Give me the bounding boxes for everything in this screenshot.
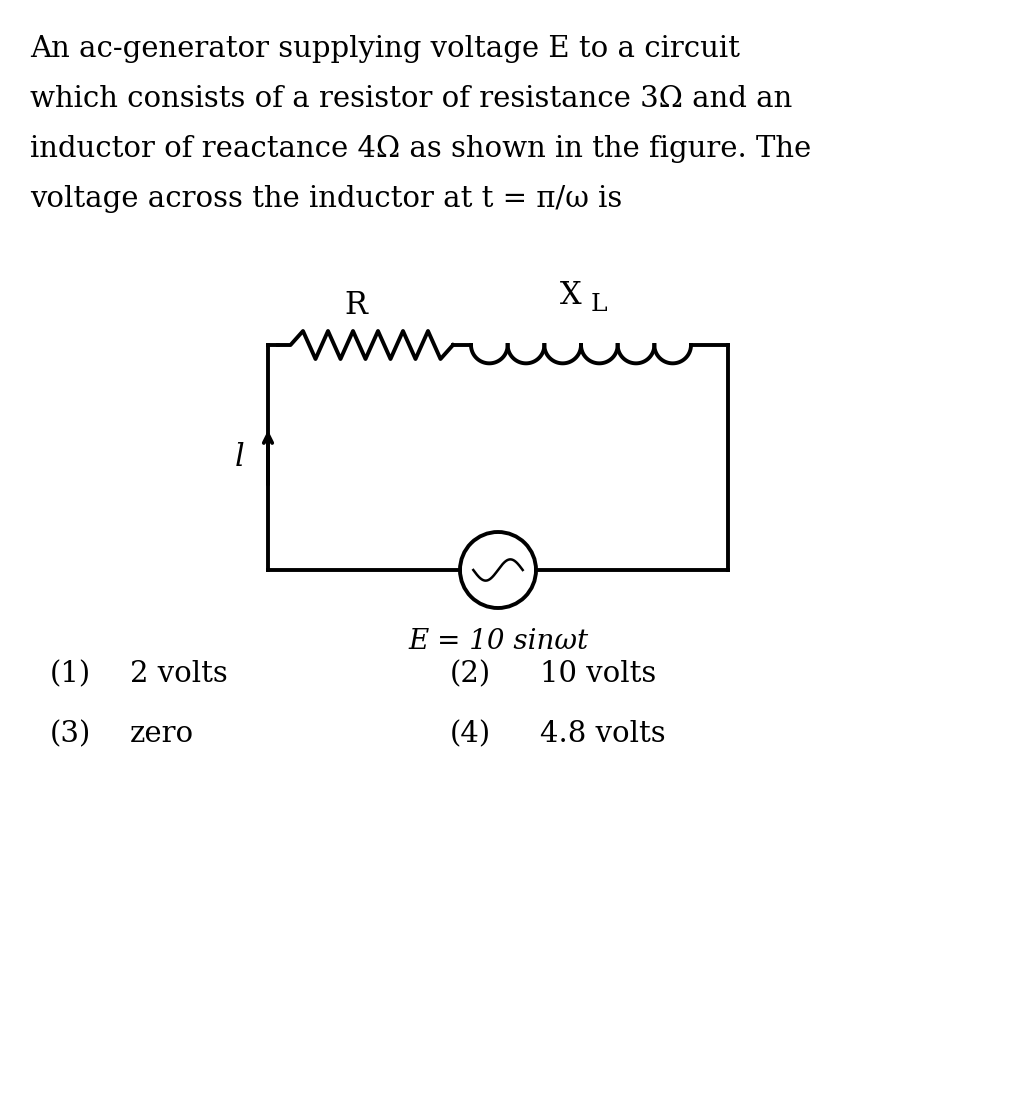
Text: X: X [560,280,582,312]
Text: inductor of reactance 4Ω as shown in the figure. The: inductor of reactance 4Ω as shown in the… [30,136,811,163]
Text: (1): (1) [50,660,91,687]
Text: l: l [236,442,245,473]
Text: 4.8 volts: 4.8 volts [540,720,666,748]
Text: 10 volts: 10 volts [540,660,656,687]
Text: 2 volts: 2 volts [130,660,227,687]
Text: R: R [344,290,367,321]
Text: E = 10 sinωt: E = 10 sinωt [408,628,588,655]
Text: (3): (3) [50,720,91,748]
Text: L: L [591,293,607,316]
Text: which consists of a resistor of resistance 3Ω and an: which consists of a resistor of resistan… [30,85,793,113]
Text: An ac-generator supplying voltage E to a circuit: An ac-generator supplying voltage E to a… [30,35,740,63]
Text: (4): (4) [450,720,492,748]
Text: voltage across the inductor at t = π/ω is: voltage across the inductor at t = π/ω i… [30,185,623,213]
Text: zero: zero [130,720,195,748]
Text: (2): (2) [450,660,492,687]
